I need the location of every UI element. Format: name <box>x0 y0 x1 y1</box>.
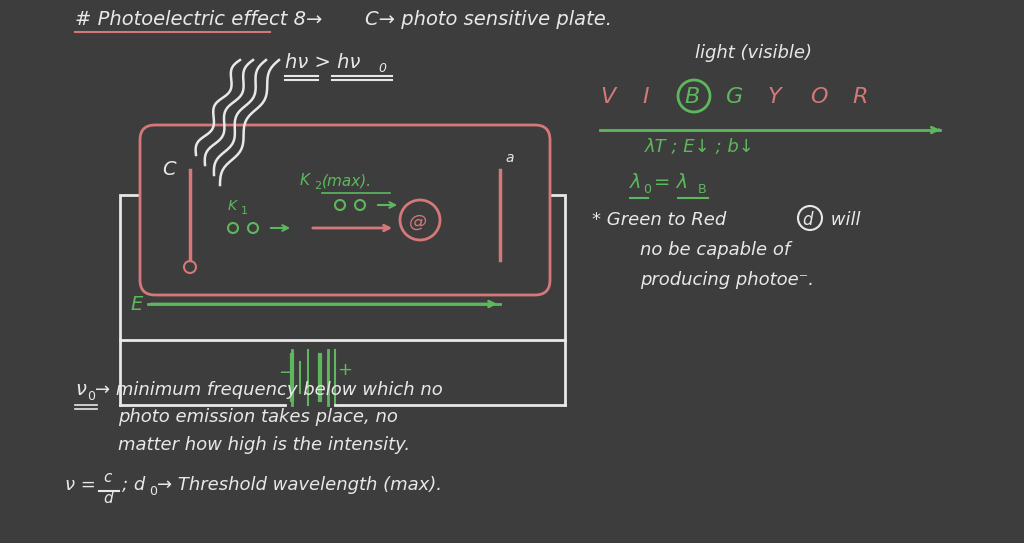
Text: d: d <box>103 491 113 506</box>
Text: C→ photo sensitive plate.: C→ photo sensitive plate. <box>365 10 612 29</box>
Text: a: a <box>505 151 513 165</box>
Text: E: E <box>130 295 142 314</box>
Text: B: B <box>684 87 699 107</box>
Text: I: I <box>642 87 648 107</box>
Text: light (visible): light (visible) <box>695 44 812 62</box>
Text: d: d <box>802 211 812 229</box>
Text: c: c <box>103 470 112 485</box>
Bar <box>120 195 565 340</box>
Text: R: R <box>852 87 867 107</box>
Text: C: C <box>162 160 176 179</box>
Text: → Threshold wavelength (max).: → Threshold wavelength (max). <box>157 476 442 494</box>
Text: ν: ν <box>75 380 86 399</box>
Text: @: @ <box>409 213 427 231</box>
Text: K: K <box>228 199 238 213</box>
Text: −: − <box>278 364 293 382</box>
Text: λT ; E↓ ; b↓: λT ; E↓ ; b↓ <box>645 138 755 156</box>
Text: matter how high is the intensity.: matter how high is the intensity. <box>118 436 411 454</box>
Text: O: O <box>810 87 827 107</box>
Text: will: will <box>825 211 860 229</box>
Text: 0: 0 <box>150 485 157 498</box>
Text: photo emission takes place, no: photo emission takes place, no <box>118 408 398 426</box>
Text: 0: 0 <box>87 390 95 403</box>
Text: → minimum frequency below which no: → minimum frequency below which no <box>95 381 442 399</box>
Text: = λ: = λ <box>654 173 688 192</box>
Text: no be capable of: no be capable of <box>640 241 791 259</box>
Text: # Photoelectric effect 8→: # Photoelectric effect 8→ <box>75 10 323 29</box>
Text: Y: Y <box>768 87 781 107</box>
FancyBboxPatch shape <box>140 125 550 295</box>
Text: G: G <box>726 87 743 107</box>
Text: 1: 1 <box>241 206 248 216</box>
Text: ; d: ; d <box>122 476 145 494</box>
Text: producing photoe⁻.: producing photoe⁻. <box>640 271 814 289</box>
Text: λ: λ <box>630 173 641 192</box>
Text: 0: 0 <box>378 62 386 75</box>
Text: (max).: (max). <box>322 173 372 188</box>
Text: * Green to Red: * Green to Red <box>592 211 732 229</box>
Text: 0: 0 <box>643 183 651 196</box>
Text: V: V <box>600 87 615 107</box>
Text: hν > hν: hν > hν <box>285 53 360 72</box>
Text: K: K <box>300 173 310 188</box>
Text: 2: 2 <box>314 181 322 191</box>
Text: +: + <box>337 361 352 379</box>
Text: B: B <box>698 183 707 196</box>
Text: ν =: ν = <box>65 476 96 494</box>
